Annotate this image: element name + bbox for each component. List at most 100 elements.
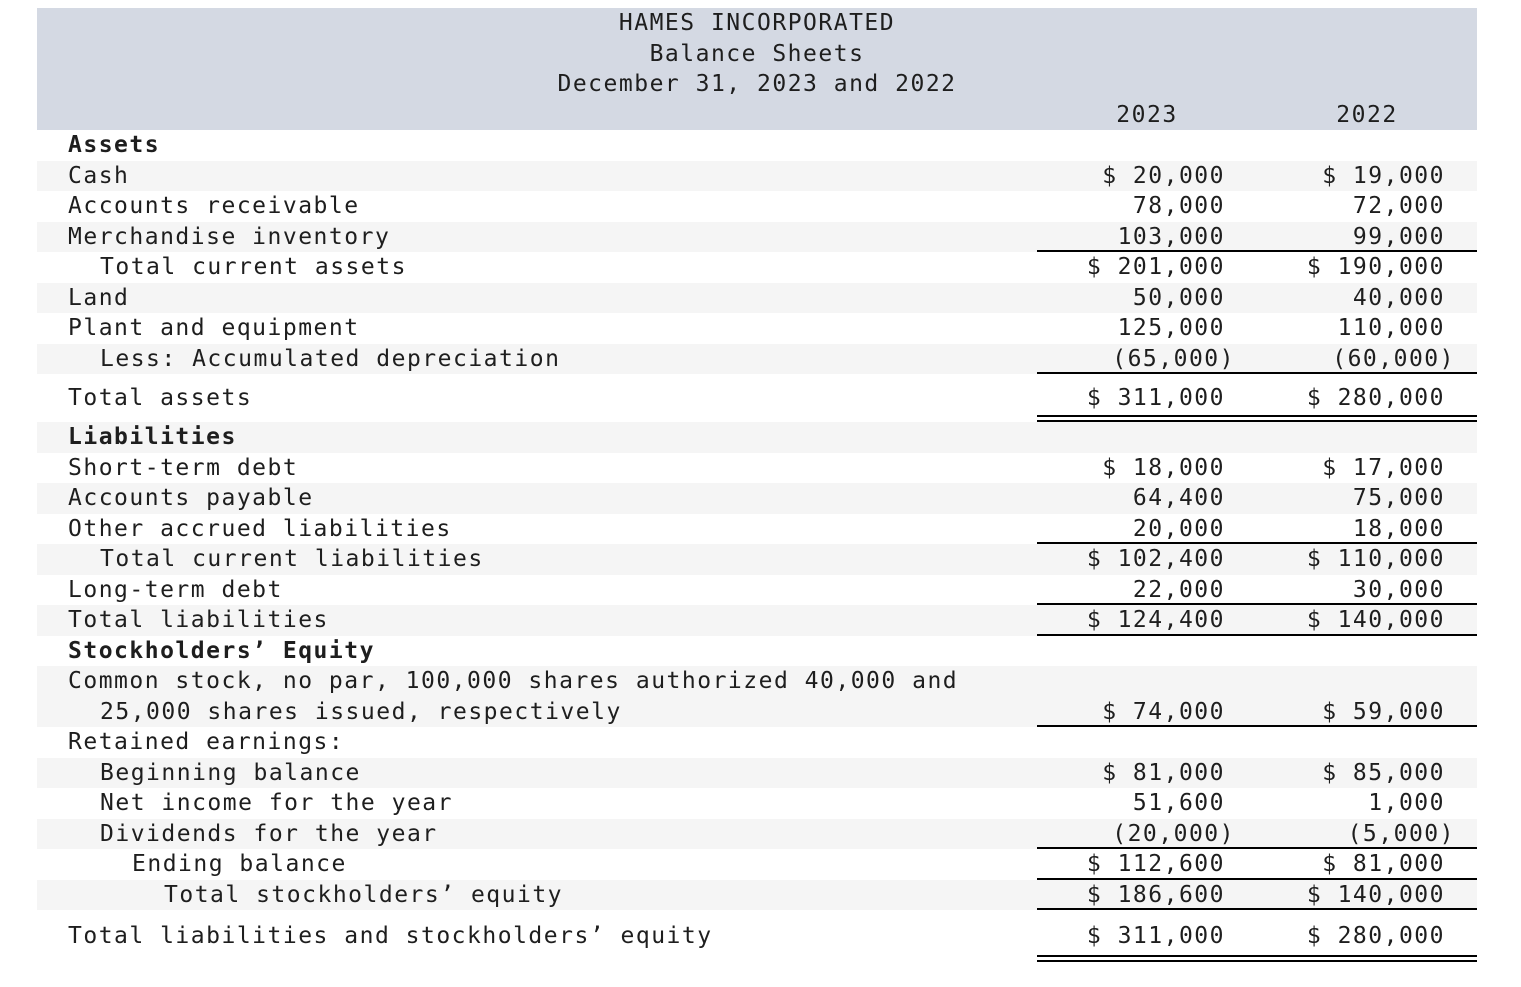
- value-2022: $ 17,000: [1322, 454, 1445, 481]
- row-label: Common stock, no par, 100,000 shares aut…: [68, 668, 959, 694]
- table-row: 25,000 shares issued, respectively $ 74,…: [37, 696, 1477, 727]
- table-row: Common stock, no par, 100,000 shares aut…: [37, 666, 1477, 697]
- value-2023: $ 311,000: [1086, 385, 1225, 411]
- value-2022: [1257, 727, 1477, 758]
- table-row: Assets: [37, 130, 1477, 161]
- table-row: Total current assets $ 201,000 $ 190,000: [37, 252, 1477, 283]
- table-row: Beginning balance $ 81,000 $ 85,000: [37, 757, 1477, 789]
- table-row: Net income for the year 51,600 1,000: [37, 788, 1477, 819]
- value-2023: 50,000: [1132, 284, 1225, 311]
- row-label: Assets: [68, 132, 161, 158]
- row-values: $ 201,000 $ 190,000: [1037, 252, 1477, 283]
- row-values: 51,600 1,000: [1037, 788, 1477, 819]
- value-2023: $ 20,000: [1102, 162, 1225, 189]
- table-row: Long-term debt 22,000 30,000: [37, 575, 1477, 605]
- row-values: 20,000 18,000: [1037, 514, 1477, 544]
- value-2023: 103,000: [1117, 223, 1225, 250]
- row-label: Accounts receivable: [68, 193, 360, 219]
- value-2022: [1257, 636, 1477, 667]
- table-row: Merchandise inventory 103,000 99,000: [37, 221, 1477, 252]
- value-2022: $ 280,000: [1306, 385, 1445, 411]
- value-2022: $ 85,000: [1322, 759, 1445, 786]
- value-2022: 1,000: [1368, 790, 1445, 816]
- row-values: $ 18,000 $ 17,000: [1037, 453, 1477, 484]
- row-values: 50,000 40,000: [1037, 283, 1477, 314]
- value-2022: 30,000: [1352, 576, 1445, 603]
- row-values: $ 186,600 $ 140,000: [1037, 880, 1477, 910]
- company-name: HAMES INCORPORATED: [618, 10, 896, 36]
- value-2022: $ 19,000: [1322, 162, 1445, 189]
- row-values: [1037, 422, 1477, 453]
- row-label: Long-term debt: [68, 576, 283, 603]
- value-2022: 40,000: [1352, 284, 1445, 311]
- row-values: 22,000 30,000: [1037, 575, 1477, 605]
- value-2022: [1257, 666, 1477, 697]
- row-label: Other accrued liabilities: [68, 515, 452, 542]
- row-values: (20,000) (5,000): [1037, 819, 1477, 849]
- value-2022: 18,000: [1352, 515, 1445, 542]
- row-label: Total current assets: [100, 254, 407, 280]
- row-label: Merchandise inventory: [68, 223, 391, 250]
- value-2022: $ 140,000: [1306, 881, 1445, 908]
- table-row: Total liabilities and stockholders’ equi…: [37, 910, 1477, 962]
- value-2022: $ 81,000: [1322, 851, 1445, 877]
- value-2022: 99,000: [1352, 223, 1445, 250]
- table-row: Other accrued liabilities 20,000 18,000: [37, 514, 1477, 544]
- value-2022: $ 140,000: [1306, 607, 1445, 633]
- row-label: Ending balance: [132, 851, 347, 877]
- table-row: Cash $ 20,000 $ 19,000: [37, 160, 1477, 191]
- value-2022: $ 280,000: [1306, 923, 1445, 949]
- value-2023: $ 102,400: [1086, 546, 1225, 572]
- value-2023: [1037, 422, 1257, 453]
- value-2023: $ 124,400: [1086, 607, 1225, 633]
- row-label: Retained earnings:: [68, 729, 345, 755]
- row-label: Net income for the year: [100, 790, 453, 816]
- row-label: Total stockholders’ equity: [164, 881, 564, 908]
- value-2023: $ 311,000: [1086, 923, 1225, 949]
- row-label: 25,000 shares issued, respectively: [100, 698, 622, 725]
- row-values: 78,000 72,000: [1037, 191, 1477, 222]
- row-values: $ 311,000 $ 280,000: [1037, 910, 1477, 962]
- row-values: [1037, 727, 1477, 758]
- table-row: Land 50,000 40,000: [37, 282, 1477, 314]
- value-2022: [1257, 422, 1477, 453]
- value-2022: 75,000: [1352, 485, 1445, 511]
- row-label: Beginning balance: [100, 759, 361, 786]
- value-2023: 22,000: [1132, 576, 1225, 603]
- value-2023: (20,000): [1112, 820, 1235, 847]
- row-values: $ 112,600 $ 81,000: [1037, 849, 1477, 880]
- value-2023: $ 112,600: [1086, 851, 1225, 877]
- value-2022: $ 59,000: [1322, 698, 1445, 725]
- value-2022: (60,000): [1332, 345, 1455, 372]
- value-2023: $ 186,600: [1086, 881, 1225, 908]
- row-values: $ 311,000 $ 280,000: [1037, 374, 1477, 422]
- header-band: HAMES INCORPORATED Balance Sheets Decemb…: [37, 8, 1477, 130]
- table-row: Total current liabilities $ 102,400 $ 11…: [37, 544, 1477, 575]
- table-row: Total stockholders’ equity $ 186,600 $ 1…: [37, 879, 1477, 910]
- row-label: Total liabilities and stockholders’ equi…: [68, 923, 713, 949]
- row-values: (65,000) (60,000): [1037, 344, 1477, 374]
- row-label: Accounts payable: [68, 485, 314, 511]
- table-row: Accounts payable 64,400 75,000: [37, 483, 1477, 514]
- year-header-spacer: [37, 100, 1037, 131]
- value-2022: 72,000: [1352, 193, 1445, 219]
- value-2023: [1037, 727, 1257, 758]
- value-2022: $ 110,000: [1306, 546, 1445, 572]
- report-date: December 31, 2023 and 2022: [557, 71, 957, 97]
- row-values: $ 81,000 $ 85,000: [1037, 758, 1477, 789]
- row-values: [1037, 666, 1477, 697]
- value-2023: 64,400: [1132, 485, 1225, 511]
- year-column-header-2023: 2023: [1116, 101, 1178, 128]
- table-row: Ending balance $ 112,600 $ 81,000: [37, 849, 1477, 880]
- row-label: Less: Accumulated depreciation: [100, 345, 561, 372]
- value-2023: $ 18,000: [1102, 454, 1225, 481]
- value-2023: 20,000: [1132, 515, 1225, 542]
- row-label: Stockholders’ Equity: [68, 637, 375, 664]
- table-row: Retained earnings:: [37, 727, 1477, 758]
- table-row: Liabilities: [37, 422, 1477, 453]
- table-row: Total liabilities $ 124,400 $ 140,000: [37, 605, 1477, 636]
- row-values: $ 102,400 $ 110,000: [1037, 544, 1477, 575]
- row-values: 125,000 110,000: [1037, 313, 1477, 344]
- row-label: Liabilities: [68, 424, 237, 450]
- value-2023: 125,000: [1117, 315, 1225, 341]
